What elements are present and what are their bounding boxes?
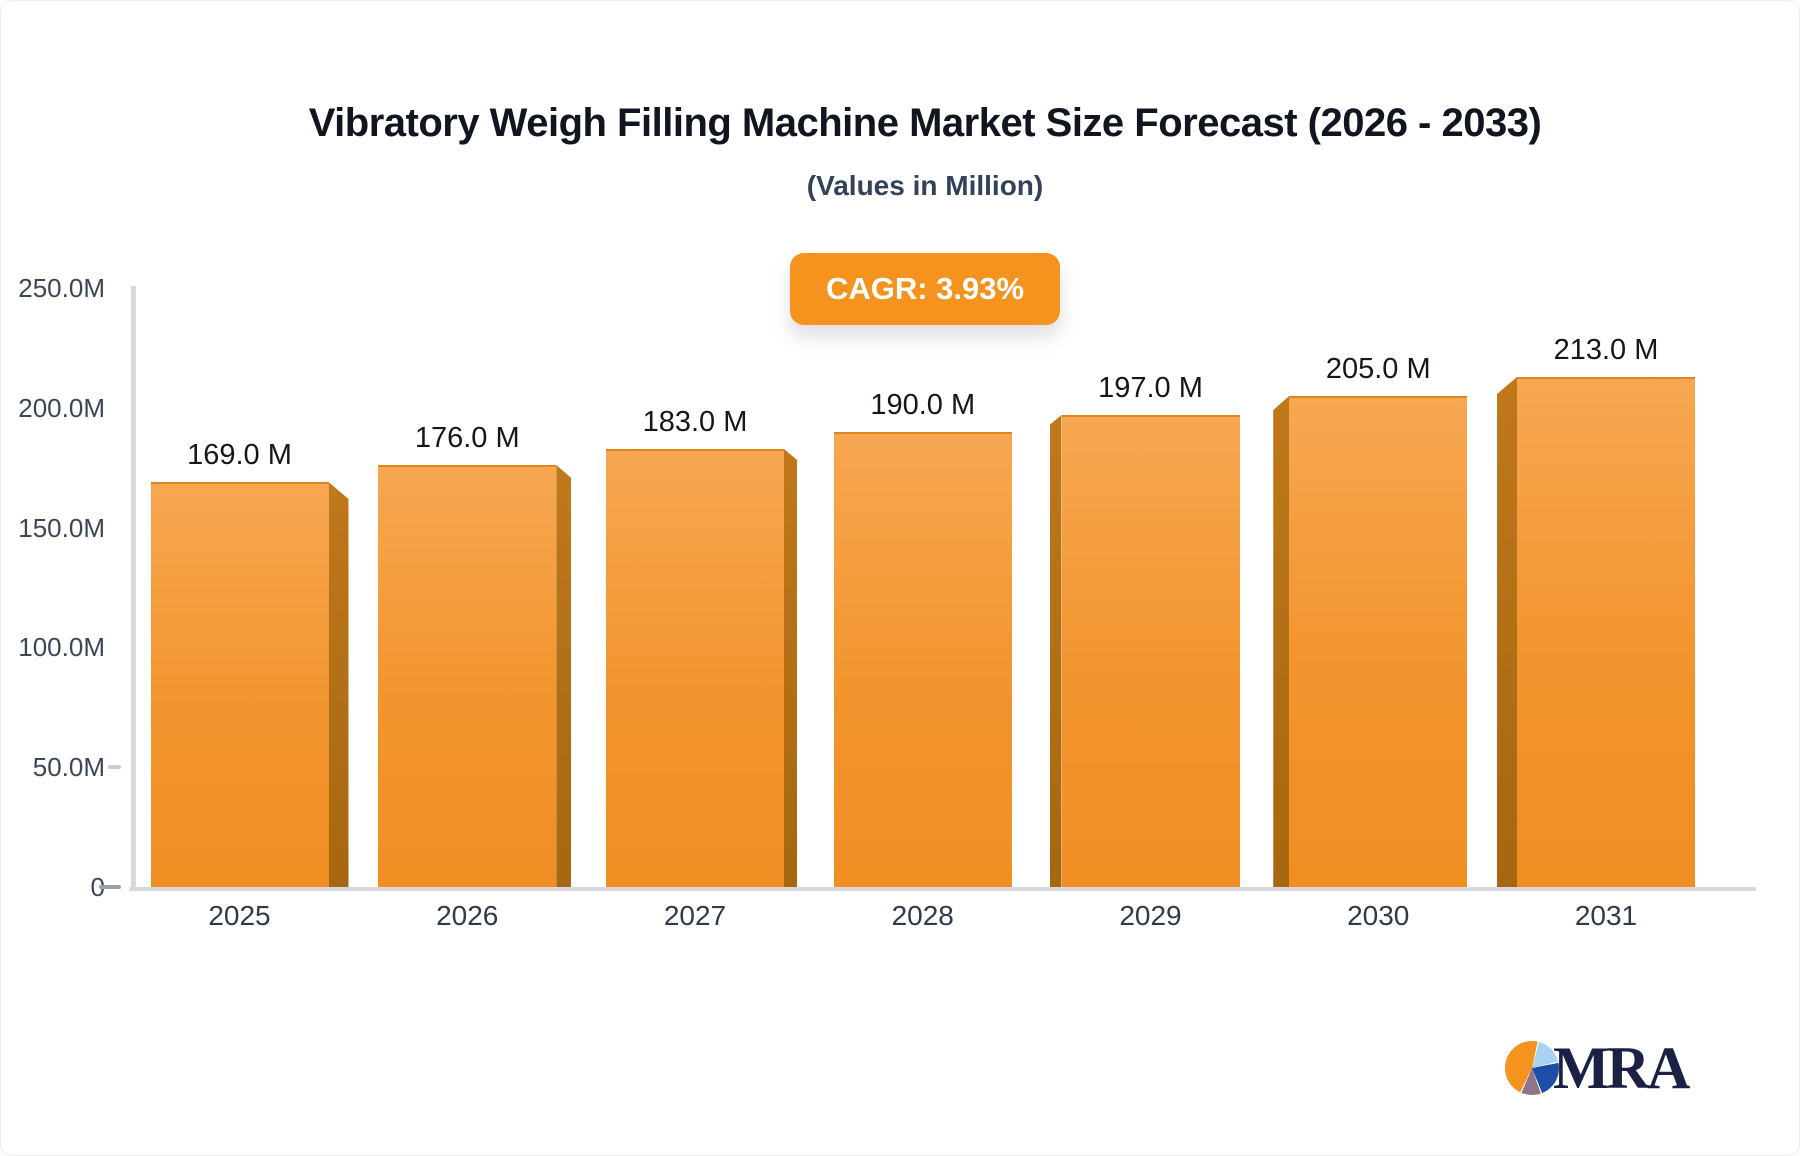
bar-3d-side-face xyxy=(556,465,572,887)
bar-value-label: 213.0 M xyxy=(1553,334,1659,366)
bar-value-label: 205.0 M xyxy=(1325,353,1431,385)
cagr-badge: CAGR: 3.93% xyxy=(789,253,1061,325)
x-axis-line xyxy=(129,887,1756,891)
bar-front-face xyxy=(833,432,1012,887)
bar-value-label: 169.0 M xyxy=(187,439,292,471)
bar-3d-side-face xyxy=(1049,415,1062,887)
bar-3d-side-face xyxy=(1273,396,1290,887)
y-axis-tick-label: 50.0M xyxy=(32,752,105,783)
bar-front-face xyxy=(606,449,784,887)
x-axis-category-label: 2028 xyxy=(891,900,954,931)
x-axis-category-label: 2031 xyxy=(1574,900,1638,931)
bar-value-label: 176.0 M xyxy=(414,422,520,454)
chart-subtitle: (Values in Million) xyxy=(806,170,1044,201)
pie-chart-icon xyxy=(1505,1041,1559,1095)
y-axis-tick-label: 250.0M xyxy=(18,273,105,303)
y-axis-tick-mark xyxy=(99,885,121,889)
chart-title: Vibratory Weigh Filling Machine Market S… xyxy=(308,101,1542,145)
y-axis-tick-label: 150.0M xyxy=(18,512,105,543)
x-axis-category-label: 2029 xyxy=(1119,900,1182,931)
x-axis-category-label: 2030 xyxy=(1347,900,1410,931)
bar-front-face xyxy=(1061,415,1240,887)
bar-2031: 213.0 M xyxy=(1497,334,1695,887)
bar-3d-side-face xyxy=(784,449,797,887)
bar-2028: 190.0 M xyxy=(833,389,1012,887)
bar-value-label: 190.0 M xyxy=(870,389,976,421)
y-axis-tick-label: 200.0M xyxy=(18,392,105,423)
bar-front-face xyxy=(1517,377,1695,887)
x-axis-category-label: 2025 xyxy=(208,900,271,931)
y-axis-tick-label: 100.0M xyxy=(18,632,105,663)
bar-value-label: 197.0 M xyxy=(1098,372,1203,404)
bar-front-face xyxy=(378,465,557,887)
logo-text: MRA xyxy=(1553,1035,1690,1101)
bar-2027: 183.0 M xyxy=(606,406,797,887)
x-axis-category-label: 2027 xyxy=(663,900,727,931)
cagr-badge-row: CAGR: 3.93% xyxy=(49,253,1799,325)
bar-value-label: 183.0 M xyxy=(642,406,748,438)
bar-front-face xyxy=(1289,396,1468,887)
y-axis-tick-label: 0 xyxy=(90,872,105,902)
x-axis-category-label: 2026 xyxy=(436,900,499,931)
bar-2029: 197.0 M xyxy=(1049,372,1240,887)
bar-front-face xyxy=(150,482,329,887)
y-axis-line xyxy=(131,286,136,891)
bar-3d-side-face xyxy=(328,482,349,887)
mra-logo: MRA xyxy=(1505,1035,1690,1101)
bar-3d-side-face xyxy=(1497,377,1517,887)
bar-2030: 205.0 M xyxy=(1273,353,1468,887)
bar-2025: 169.0 M xyxy=(150,439,349,887)
y-axis-tick-mark xyxy=(108,765,121,770)
bar-2026: 176.0 M xyxy=(378,422,572,887)
